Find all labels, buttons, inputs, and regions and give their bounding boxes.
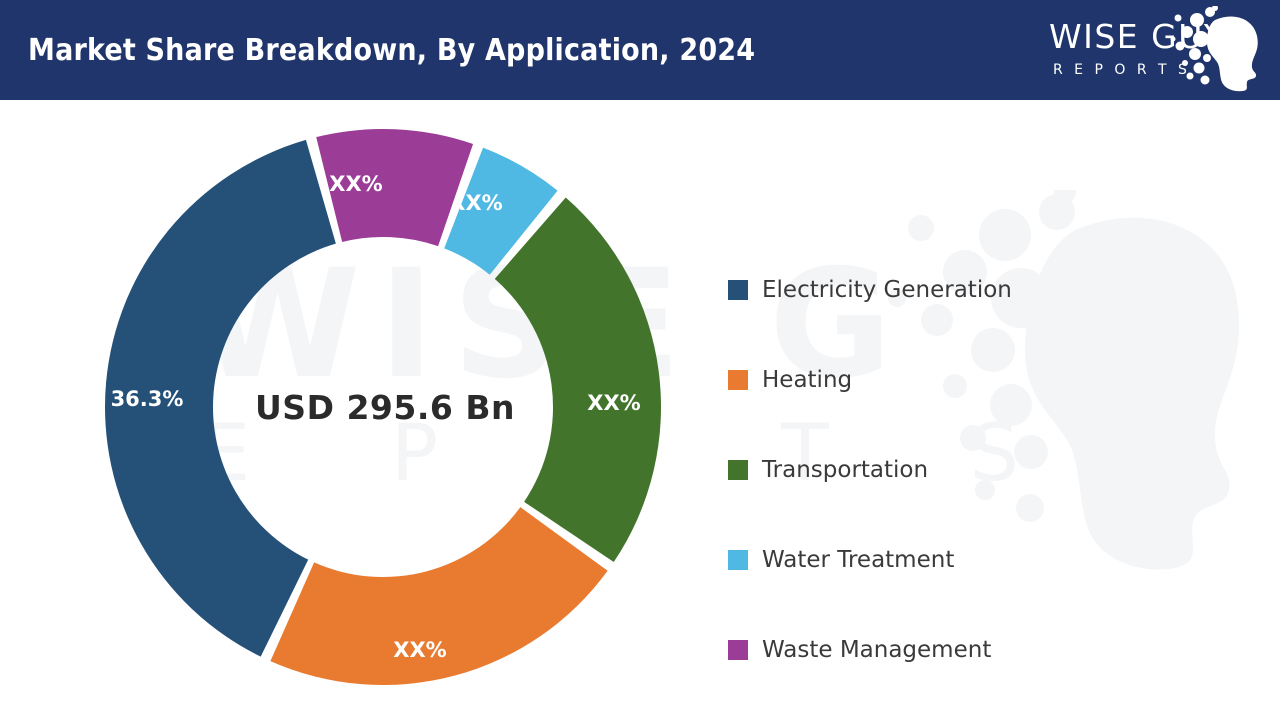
donut-slice-label: XX% (393, 638, 446, 662)
legend-swatch-icon (728, 370, 748, 390)
chart-body: WISE G E P O T S 36.3%XX%XX%XX%XX% USD 2… (0, 100, 1280, 720)
legend-label: Transportation (762, 457, 929, 483)
legend-swatch-icon (728, 550, 748, 570)
donut-slice[interactable] (316, 129, 474, 247)
donut-chart: 36.3% XX% XX% XX% XX% USD 295.6 Bn (104, 110, 665, 705)
page-title: Market Share Breakdown, By Application, … (28, 32, 756, 68)
donut-slice[interactable] (270, 507, 608, 685)
donut-slice-label: XX% (587, 391, 640, 415)
page-header: Market Share Breakdown, By Application, … (0, 0, 1280, 100)
wise-guy-reports-logo: WISE GUY R E P O R T S (1047, 5, 1262, 94)
donut-slice-label: XX% (329, 172, 382, 196)
legend-item-electricity-generation[interactable]: Electricity Generation (728, 245, 1148, 335)
legend-label: Waste Management (762, 637, 992, 663)
logo-wordmark-secondary: R E P O R T S (1053, 62, 1190, 78)
logo-svg: WISE GUY R E P O R T S (1049, 5, 1258, 92)
chart-legend: Electricity Generation Heating Transport… (728, 245, 1148, 695)
donut-slice[interactable] (104, 139, 336, 657)
legend-item-water-treatment[interactable]: Water Treatment (728, 515, 1148, 605)
legend-label: Water Treatment (762, 547, 955, 573)
legend-item-heating[interactable]: Heating (728, 335, 1148, 425)
legend-label: Heating (762, 367, 853, 393)
donut-slice-label: XX% (449, 191, 502, 215)
legend-item-waste-management[interactable]: Waste Management (728, 605, 1148, 695)
dotted-head-profile-icon (1170, 5, 1258, 92)
legend-swatch-icon (728, 460, 748, 480)
donut-slice[interactable] (494, 197, 661, 563)
legend-swatch-icon (728, 640, 748, 660)
legend-swatch-icon (728, 280, 748, 300)
legend-label: Electricity Generation (762, 277, 1012, 303)
donut-slice-label: 36.3% (111, 387, 184, 411)
donut-chart-svg: 36.3% XX% XX% XX% XX% (104, 129, 661, 685)
donut-slice[interactable] (444, 147, 558, 275)
legend-item-transportation[interactable]: Transportation (728, 425, 1148, 515)
